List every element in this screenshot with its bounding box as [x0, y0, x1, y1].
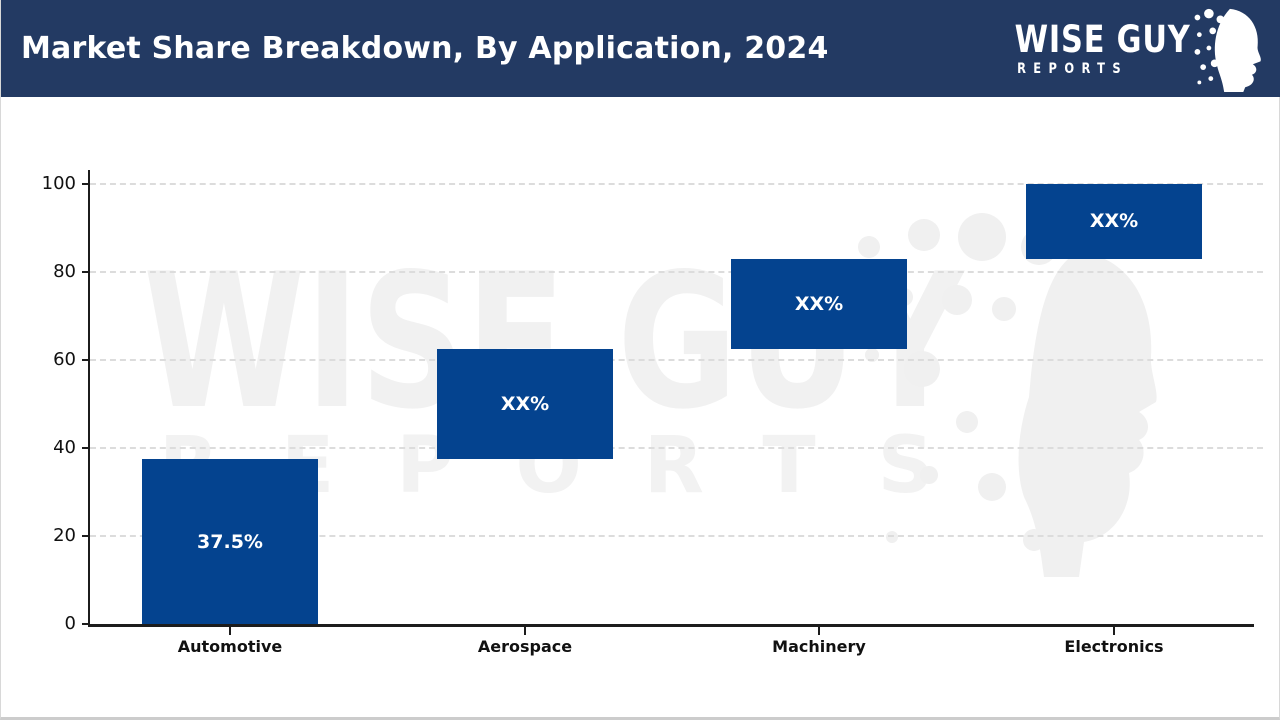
bar-value-label-automotive: 37.5%: [197, 530, 263, 553]
y-tick-label-20: 20: [53, 525, 76, 546]
bar-automotive: 37.5%: [142, 459, 318, 624]
y-tick-80: [82, 271, 90, 273]
wise-guy-logo: WISE GUY REPORTS: [976, 6, 1267, 92]
y-tick-label-0: 0: [64, 613, 76, 634]
chart-area: WISE GUY REPORTS 0 20 40 60 80 100 37.5% Automo…: [1, 97, 1280, 717]
y-tick-label-80: 80: [53, 261, 76, 282]
y-tick-60: [82, 359, 90, 361]
bar-value-label-aerospace: XX%: [500, 393, 550, 415]
bar-aerospace: XX%: [437, 349, 613, 459]
x-tick-label-aerospace: Aerospace: [477, 637, 573, 656]
chart-title: Market Share Breakdown, By Application, …: [21, 31, 829, 66]
logo-wordmark: WISE GUY: [1015, 17, 1191, 61]
header-banner: Market Share Breakdown, By Application, …: [1, 0, 1280, 97]
y-tick-40: [82, 447, 90, 449]
x-axis-line: [90, 624, 1254, 627]
x-tick-label-machinery: Machinery: [772, 637, 866, 656]
logo-subtitle: REPORTS: [1017, 60, 1129, 77]
bar-machinery: XX%: [731, 258, 907, 349]
logo-text: WISE GUY REPORTS: [1015, 21, 1191, 77]
y-tick-label-100: 100: [41, 173, 76, 194]
x-tick-automotive: [229, 627, 231, 635]
x-tick-electronics: [1113, 627, 1115, 635]
y-tick-20: [82, 535, 90, 537]
y-tick-label-40: 40: [53, 437, 76, 458]
bar-value-label-machinery: XX%: [794, 292, 844, 315]
y-axis-line: [88, 170, 90, 627]
bar-value-label-electronics: XX%: [1089, 210, 1139, 233]
gridline-80: [90, 271, 1263, 273]
gridline-100: [90, 183, 1263, 185]
x-tick-label-electronics: Electronics: [1064, 637, 1164, 656]
y-tick-label-60: 60: [53, 349, 76, 370]
x-tick-aerospace: [524, 627, 526, 635]
y-tick-100: [82, 183, 90, 185]
x-tick-label-automotive: Automotive: [177, 637, 283, 656]
gridline-20: [90, 535, 1263, 537]
bar-electronics: XX%: [1026, 184, 1202, 259]
gridline-40: [90, 447, 1263, 449]
logo-face-icon: [1194, 8, 1261, 92]
gridline-60: [90, 359, 1263, 361]
y-tick-0: [82, 623, 90, 625]
x-tick-machinery: [818, 627, 820, 635]
